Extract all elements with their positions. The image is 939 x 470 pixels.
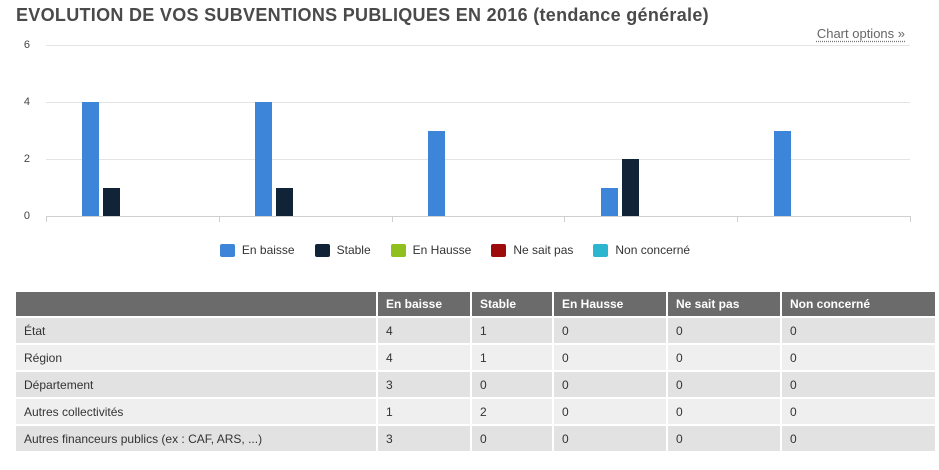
table-cell: 0	[668, 399, 780, 424]
y-axis-tick-label: 4	[23, 96, 30, 108]
chart-bar[interactable]	[103, 187, 121, 216]
table-header-cell: Non concerné	[782, 292, 935, 316]
legend-label: Stable	[336, 243, 371, 257]
x-axis-tick	[219, 216, 220, 222]
table-cell: 0	[668, 426, 780, 451]
table-header-cell: En baisse	[378, 292, 470, 316]
table-cell: 0	[554, 372, 666, 397]
table-cell: 0	[472, 372, 552, 397]
table-row: Région 4 1 0 0 0	[16, 345, 935, 370]
x-axis-tick	[737, 216, 738, 222]
chart-legend: En baisse Stable En Hausse Ne sait pas Non c…	[0, 240, 910, 260]
table-cell: 0	[554, 399, 666, 424]
x-axis-tick	[46, 216, 47, 222]
bar-chart: 6 4 2 0 En baisse Stable En Hausse Ne sait pas…	[0, 39, 911, 260]
legend-label: Non concerné	[615, 243, 691, 257]
table-header-cell: Stable	[472, 292, 552, 316]
gridline	[46, 159, 910, 160]
table-header-cell: Ne sait pas	[668, 292, 780, 316]
row-label: Autres collectivités	[16, 399, 376, 424]
table-body: État 4 1 0 0 0 Région 4 1 0 0 0 Département 3 0 0 0 0 Autr…	[16, 318, 935, 451]
legend-label: En baisse	[241, 243, 295, 257]
table-row: État 4 1 0 0 0	[16, 318, 935, 343]
chart-bar[interactable]	[773, 130, 791, 216]
legend-label: Ne sait pas	[513, 243, 574, 257]
page-title: EVOLUTION DE VOS SUBVENTIONS PUBLIQUES E…	[16, 5, 709, 25]
table-cell: 1	[472, 345, 552, 370]
table-head: En baisse Stable En Hausse Ne sait pas Non c…	[16, 292, 935, 316]
table-cell: 4	[378, 345, 470, 370]
legend-label: En Hausse	[412, 243, 472, 257]
table-cell: 0	[668, 345, 780, 370]
table-cell: 0	[782, 318, 935, 343]
legend-swatch-icon	[314, 243, 330, 257]
legend-swatch-icon	[390, 243, 406, 257]
results-table: En baisse Stable En Hausse Ne sait pas Non c…	[14, 290, 937, 453]
row-label: État	[16, 318, 376, 343]
table-cell: 0	[782, 426, 935, 451]
legend-item[interactable]: Stable	[314, 243, 371, 257]
chart-bar[interactable]	[82, 102, 100, 216]
legend-item[interactable]: En Hausse	[390, 243, 472, 257]
table-cell: 0	[782, 399, 935, 424]
table-cell: 0	[554, 318, 666, 343]
table-cell: 2	[472, 399, 552, 424]
table-row: Autres financeurs publics (ex : CAF, ARS…	[16, 426, 935, 451]
table-header-cell	[16, 292, 376, 316]
table-cell: 0	[782, 345, 935, 370]
row-label: Autres financeurs publics (ex : CAF, ARS…	[16, 426, 376, 451]
legend-item[interactable]: Non concerné	[593, 243, 690, 257]
table-cell: 4	[378, 318, 470, 343]
chart-bar[interactable]	[621, 159, 639, 216]
legend-swatch-icon	[491, 243, 507, 257]
table-cell: 0	[668, 318, 780, 343]
table-cell: 1	[472, 318, 552, 343]
table-header-row: En baisse Stable En Hausse Ne sait pas Non c…	[16, 292, 935, 316]
legend-item[interactable]: En baisse	[219, 243, 295, 257]
chart-bar[interactable]	[255, 102, 273, 216]
table-cell: 0	[554, 345, 666, 370]
table-cell: 1	[378, 399, 470, 424]
table-cell: 0	[554, 426, 666, 451]
y-axis-tick-label: 6	[23, 39, 30, 51]
x-axis-tick	[564, 216, 565, 222]
row-label: Région	[16, 345, 376, 370]
chart-bar[interactable]	[428, 130, 445, 216]
chart-bar[interactable]	[276, 187, 293, 216]
table-cell: 3	[378, 426, 470, 451]
gridline	[46, 45, 910, 46]
table-cell: 0	[668, 372, 780, 397]
table-row: Autres collectivités 1 2 0 0 0	[16, 399, 935, 424]
table-header-cell: En Hausse	[554, 292, 666, 316]
table-cell: 3	[378, 372, 470, 397]
gridline	[46, 102, 910, 103]
gridline	[46, 216, 910, 217]
y-axis-tick-label: 2	[23, 153, 30, 165]
y-axis-tick-label: 0	[23, 210, 30, 222]
chart-options-link[interactable]: Chart options »	[816, 26, 905, 41]
row-label: Département	[16, 372, 376, 397]
table-cell: 0	[782, 372, 935, 397]
legend-item[interactable]: Ne sait pas	[491, 243, 573, 257]
table-row: Département 3 0 0 0 0	[16, 372, 935, 397]
legend-swatch-icon	[593, 243, 609, 257]
x-axis-tick	[392, 216, 393, 222]
legend-swatch-icon	[219, 243, 235, 257]
table-cell: 0	[472, 426, 552, 451]
x-axis-tick	[910, 216, 911, 222]
chart-bar[interactable]	[600, 187, 618, 216]
